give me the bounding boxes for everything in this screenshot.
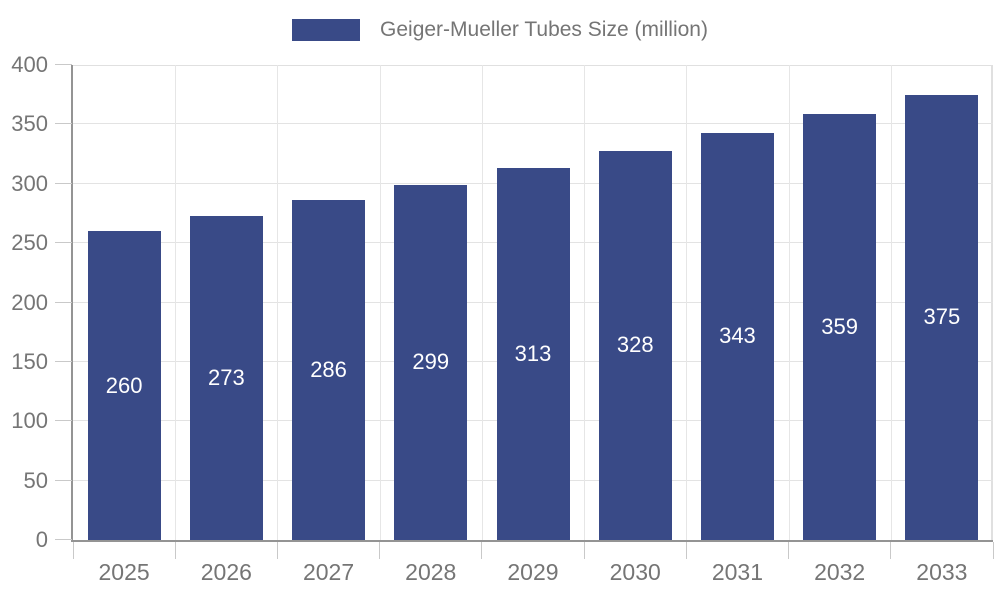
y-tick-label: 300: [11, 170, 48, 196]
x-tick-label: 2028: [405, 559, 457, 585]
y-axis-tick: [55, 301, 72, 303]
y-axis-tick: [55, 420, 72, 422]
y-tick-label: 150: [11, 348, 48, 374]
plot-border-right: [991, 65, 993, 540]
x-tick-label: 2026: [200, 559, 252, 585]
legend-label: Geiger-Mueller Tubes Size (million): [380, 18, 708, 41]
x-axis-tick: [583, 542, 585, 559]
y-axis-tick: [55, 360, 72, 362]
bar: 328: [598, 150, 672, 540]
y-tick-label: 350: [11, 111, 48, 137]
v-gridline: [481, 65, 483, 540]
bar-value-label: 343: [719, 323, 756, 349]
y-tick-label: 100: [11, 408, 48, 434]
bar: 260: [87, 231, 161, 540]
x-tick-label: 2029: [507, 559, 559, 585]
v-gridline: [890, 65, 892, 540]
x-axis-tick: [788, 542, 790, 559]
bar: 273: [189, 215, 263, 540]
v-gridline: [788, 65, 790, 540]
y-tick-label: 50: [23, 467, 48, 493]
v-gridline: [277, 65, 279, 540]
x-axis-tick: [379, 542, 381, 559]
v-gridline: [584, 65, 586, 540]
x-axis-tick: [992, 542, 994, 559]
x-tick-label: 2031: [711, 559, 764, 585]
x-axis-tick: [685, 542, 687, 559]
x-tick-label: 2027: [302, 559, 355, 585]
bar-value-label: 359: [821, 313, 859, 339]
bar-value-label: 328: [616, 332, 654, 358]
bar: 286: [292, 200, 366, 540]
x-axis-tick: [174, 542, 176, 559]
x-axis-line: [71, 540, 993, 542]
h-gridline: [73, 123, 993, 125]
x-axis-tick: [890, 542, 892, 559]
legend-item[interactable]: Geiger-Mueller Tubes Size (million): [0, 17, 1000, 43]
bar-value-label: 375: [923, 304, 961, 330]
x-tick-label: 2032: [814, 559, 866, 585]
bar-value-label: 260: [105, 372, 143, 398]
plot-area: 260 273 286 299 313 328 343 359 375: [73, 65, 993, 540]
y-tick-label: 250: [11, 230, 48, 256]
y-axis-tick: [55, 123, 72, 125]
bar: 359: [803, 113, 877, 540]
y-tick-label: 200: [11, 289, 48, 315]
y-tick-label: 400: [11, 52, 48, 77]
x-axis-tick: [276, 542, 278, 559]
y-axis-tick: [55, 64, 72, 65]
bar-value-label: 286: [310, 357, 347, 383]
legend-swatch: [292, 19, 361, 41]
x-tick-label: 2025: [98, 559, 150, 585]
v-gridline: [175, 65, 177, 540]
x-tick-label: 2030: [609, 559, 661, 585]
bar: 375: [905, 94, 979, 540]
bar-value-label: 313: [514, 341, 552, 367]
v-gridline: [379, 65, 381, 540]
x-axis-tick: [481, 542, 483, 559]
plot-border-top: [73, 65, 993, 66]
bar-value-label: 273: [207, 364, 245, 390]
bar: 313: [496, 168, 570, 540]
y-axis-line: [71, 65, 73, 542]
y-axis-tick: [55, 182, 72, 184]
v-gridline: [686, 65, 688, 540]
x-axis-tick: [72, 542, 74, 559]
bar: 343: [700, 132, 774, 540]
y-axis-tick: [55, 242, 72, 244]
bar: 299: [394, 184, 468, 540]
bar-value-label: 299: [412, 349, 450, 375]
y-axis-tick: [55, 479, 72, 481]
y-tick-label: 0: [35, 527, 48, 552]
y-axis-tick: [55, 539, 72, 540]
x-tick-label: 2033: [916, 559, 968, 585]
